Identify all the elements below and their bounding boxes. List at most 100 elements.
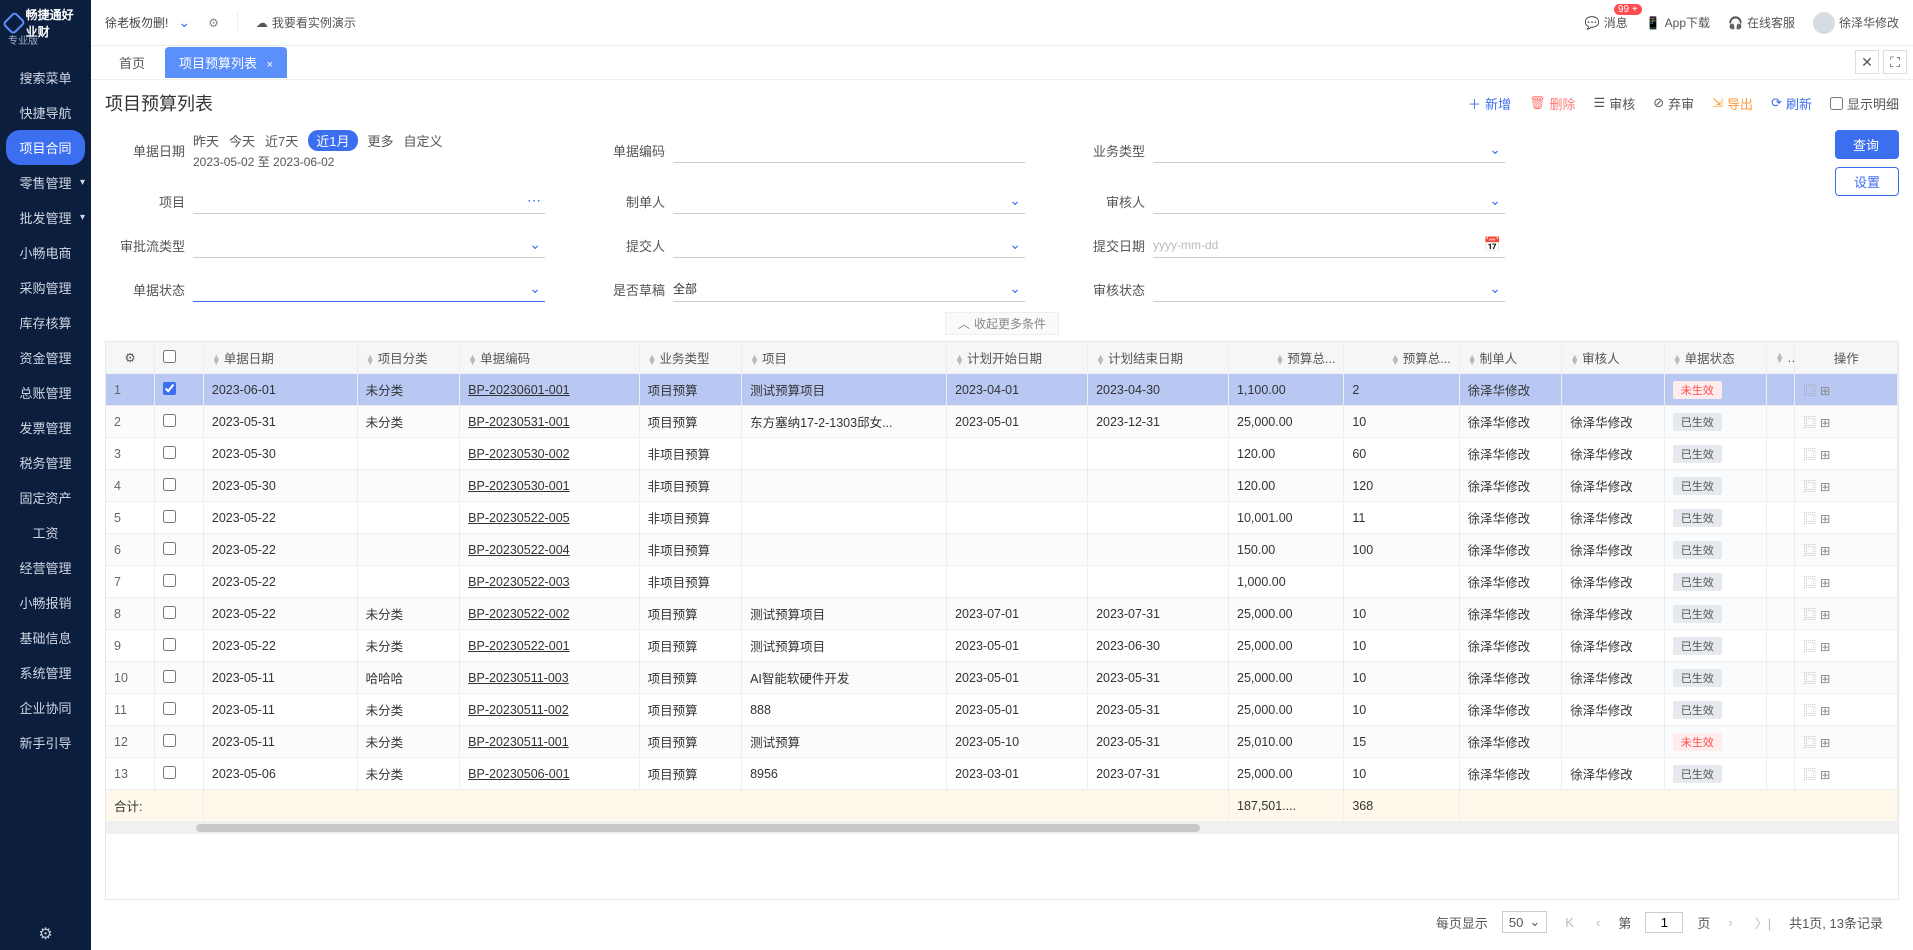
col-date[interactable]: ▲▼单据日期	[203, 342, 357, 374]
col-biztype[interactable]: ▲▼业务类型	[639, 342, 742, 374]
grid-icon[interactable]: ⊞	[1820, 640, 1834, 654]
cell-code[interactable]: BP-20230522-005	[460, 502, 639, 534]
table-row[interactable]: 72023-05-22BP-20230522-003非项目预算1,000.00徐…	[106, 566, 1898, 598]
col-select-all[interactable]	[155, 342, 204, 374]
select-isdraft[interactable]: 全部⌄	[673, 276, 1025, 302]
horizontal-scrollbar[interactable]	[106, 822, 1898, 834]
view-icon[interactable]: ⿴	[1803, 448, 1820, 462]
sidebar-item[interactable]: 库存核算	[0, 305, 91, 340]
col-status[interactable]: ▲▼单据状态	[1664, 342, 1767, 374]
grid-icon[interactable]: ⊞	[1820, 544, 1834, 558]
row-actions[interactable]: ⿴⊞	[1795, 566, 1898, 598]
audit-button[interactable]: ☰审核	[1594, 94, 1636, 113]
row-checkbox[interactable]	[163, 670, 176, 683]
row-actions[interactable]: ⿴⊞	[1795, 502, 1898, 534]
row-checkbox[interactable]	[163, 414, 176, 427]
cell-code[interactable]: BP-20230531-001	[460, 406, 639, 438]
col-start[interactable]: ▲▼计划开始日期	[947, 342, 1088, 374]
grid-icon[interactable]: ⊞	[1820, 576, 1834, 590]
col-project[interactable]: ▲▼项目	[742, 342, 947, 374]
sidebar-item[interactable]: 工资	[0, 515, 91, 550]
sidebar-item[interactable]: 企业协同	[0, 690, 91, 725]
cell-code[interactable]: BP-20230511-002	[460, 694, 639, 726]
row-actions[interactable]: ⿴⊞	[1795, 598, 1898, 630]
view-icon[interactable]: ⿴	[1803, 768, 1820, 782]
row-actions[interactable]: ⿴⊞	[1795, 630, 1898, 662]
show-detail-toggle[interactable]: 显示明细	[1830, 94, 1899, 113]
col-gear[interactable]: ⚙	[106, 342, 155, 374]
view-icon[interactable]: ⿴	[1803, 672, 1820, 686]
sidebar-item[interactable]: 固定资产	[0, 480, 91, 515]
sidebar-item[interactable]: 税务管理	[0, 445, 91, 480]
table-row[interactable]: 42023-05-30BP-20230530-001非项目预算120.00120…	[106, 470, 1898, 502]
view-icon[interactable]: ⿴	[1803, 608, 1820, 622]
app-download-button[interactable]: 📱 App下载	[1646, 14, 1710, 31]
fullscreen-button[interactable]: ⛶	[1883, 50, 1907, 74]
demo-link[interactable]: ☁ 我要看实例演示	[256, 14, 356, 31]
quick-more[interactable]: 更多	[368, 131, 394, 150]
input-submitdate[interactable]: yyyy-mm-dd📅	[1153, 232, 1505, 258]
org-selector[interactable]: 徐老板勿删! ⌄	[105, 14, 190, 31]
grid-icon[interactable]: ⊞	[1820, 736, 1834, 750]
grid-icon[interactable]: ⊞	[1820, 608, 1834, 622]
view-icon[interactable]: ⿴	[1803, 480, 1820, 494]
row-checkbox[interactable]	[163, 382, 176, 395]
grid-icon[interactable]: ⊞	[1820, 416, 1834, 430]
col-end[interactable]: ▲▼计划结束日期	[1088, 342, 1229, 374]
close-all-tabs-button[interactable]: ✕	[1855, 50, 1879, 74]
tab-budget-list[interactable]: 项目预算列表 ×	[165, 47, 287, 78]
sidebar-item[interactable]: 资金管理	[0, 340, 91, 375]
select-project[interactable]: ⋯	[193, 188, 545, 214]
refresh-button[interactable]: ⟳刷新	[1771, 94, 1812, 113]
cell-code[interactable]: BP-20230506-001	[460, 758, 639, 790]
close-icon[interactable]: ×	[267, 59, 273, 71]
sidebar-item[interactable]: 搜索菜单	[0, 60, 91, 95]
cell-code[interactable]: BP-20230522-001	[460, 630, 639, 662]
input-code[interactable]	[673, 137, 1025, 163]
col-category[interactable]: ▲▼项目分类	[357, 342, 460, 374]
quick-today[interactable]: 今天	[229, 131, 255, 150]
col-extra[interactable]: ▲▼	[1767, 342, 1795, 374]
online-service-button[interactable]: 🎧 在线客服	[1728, 14, 1795, 31]
grid-icon[interactable]: ⊞	[1820, 384, 1834, 398]
grid-icon[interactable]: ⊞	[1820, 672, 1834, 686]
select-maker[interactable]: ⌄	[673, 188, 1025, 214]
row-actions[interactable]: ⿴⊞	[1795, 534, 1898, 566]
tab-home[interactable]: 首页	[105, 47, 159, 78]
row-checkbox[interactable]	[163, 510, 176, 523]
cell-code[interactable]: BP-20230530-001	[460, 470, 639, 502]
col-total1[interactable]: ▲▼预算总...	[1229, 342, 1344, 374]
row-actions[interactable]: ⿴⊞	[1795, 726, 1898, 758]
cell-code[interactable]: BP-20230530-002	[460, 438, 639, 470]
row-actions[interactable]: ⿴⊞	[1795, 662, 1898, 694]
row-actions[interactable]: ⿴⊞	[1795, 694, 1898, 726]
sidebar-item[interactable]: 快捷导航	[0, 95, 91, 130]
abandon-button[interactable]: ⊘弃审	[1653, 94, 1694, 113]
search-button[interactable]: 查询	[1835, 130, 1899, 159]
next-page-button[interactable]: ›	[1724, 915, 1736, 930]
select-status[interactable]: ⌄	[193, 276, 545, 302]
org-settings-icon[interactable]: ⚙	[208, 16, 219, 30]
table-row[interactable]: 82023-05-22未分类BP-20230522-002项目预算测试预算项目2…	[106, 598, 1898, 630]
row-checkbox[interactable]	[163, 606, 176, 619]
sidebar-item[interactable]: 基础信息	[0, 620, 91, 655]
prev-page-button[interactable]: ‹	[1592, 915, 1604, 930]
row-checkbox[interactable]	[163, 574, 176, 587]
view-icon[interactable]: ⿴	[1803, 416, 1820, 430]
sidebar-item[interactable]: 经营管理	[0, 550, 91, 585]
col-auditor[interactable]: ▲▼审核人	[1562, 342, 1665, 374]
grid-icon[interactable]: ⊞	[1820, 480, 1834, 494]
cell-code[interactable]: BP-20230601-001	[460, 374, 639, 406]
col-total2[interactable]: ▲▼预算总...	[1344, 342, 1459, 374]
select-auditstatus[interactable]: ⌄	[1153, 276, 1505, 302]
cell-code[interactable]: BP-20230522-004	[460, 534, 639, 566]
cell-code[interactable]: BP-20230522-003	[460, 566, 639, 598]
table-row[interactable]: 112023-05-11未分类BP-20230511-002项目预算888202…	[106, 694, 1898, 726]
row-checkbox[interactable]	[163, 734, 176, 747]
grid-icon[interactable]: ⊞	[1820, 768, 1834, 782]
row-checkbox[interactable]	[163, 766, 176, 779]
export-button[interactable]: ⇲导出	[1712, 94, 1753, 113]
scrollbar-thumb[interactable]	[196, 824, 1200, 832]
select-flowtype[interactable]: ⌄	[193, 232, 545, 258]
col-maker[interactable]: ▲▼制单人	[1459, 342, 1562, 374]
